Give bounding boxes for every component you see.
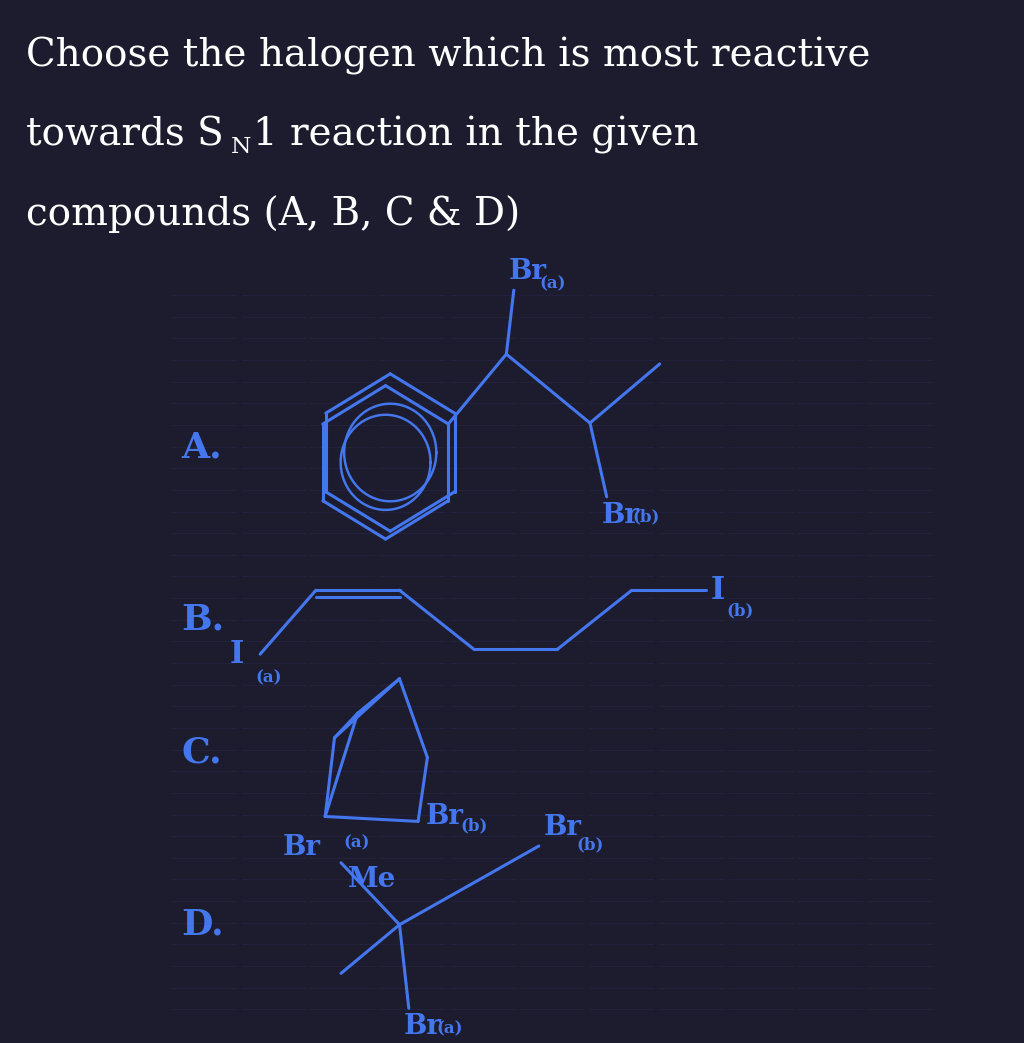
- Text: I: I: [711, 575, 725, 606]
- Text: (a): (a): [540, 275, 566, 292]
- Text: Br: Br: [426, 803, 464, 830]
- Text: (b): (b): [460, 818, 487, 834]
- Text: compounds (A, B, C & D): compounds (A, B, C & D): [26, 195, 520, 233]
- Text: (a): (a): [344, 834, 371, 851]
- Text: Br: Br: [404, 1013, 442, 1040]
- Text: D.: D.: [181, 907, 224, 942]
- Text: (a): (a): [256, 669, 282, 686]
- Text: (b): (b): [577, 836, 603, 854]
- Text: (a): (a): [436, 1020, 463, 1037]
- Text: towards S: towards S: [26, 116, 224, 153]
- Text: A.: A.: [181, 431, 222, 464]
- Text: (b): (b): [633, 509, 660, 526]
- Text: N: N: [230, 136, 251, 157]
- Text: I: I: [229, 638, 244, 670]
- Text: C.: C.: [181, 735, 222, 770]
- Text: Me: Me: [347, 866, 396, 893]
- Text: Br: Br: [509, 259, 547, 286]
- Text: Choose the halogen which is most reactive: Choose the halogen which is most reactiv…: [26, 38, 870, 75]
- Text: (b): (b): [727, 602, 754, 620]
- Text: B.: B.: [181, 603, 224, 636]
- Text: Br: Br: [544, 815, 582, 841]
- Text: Br: Br: [602, 502, 640, 529]
- Text: 1 reaction in the given: 1 reaction in the given: [253, 116, 698, 154]
- Text: Br: Br: [283, 834, 321, 862]
